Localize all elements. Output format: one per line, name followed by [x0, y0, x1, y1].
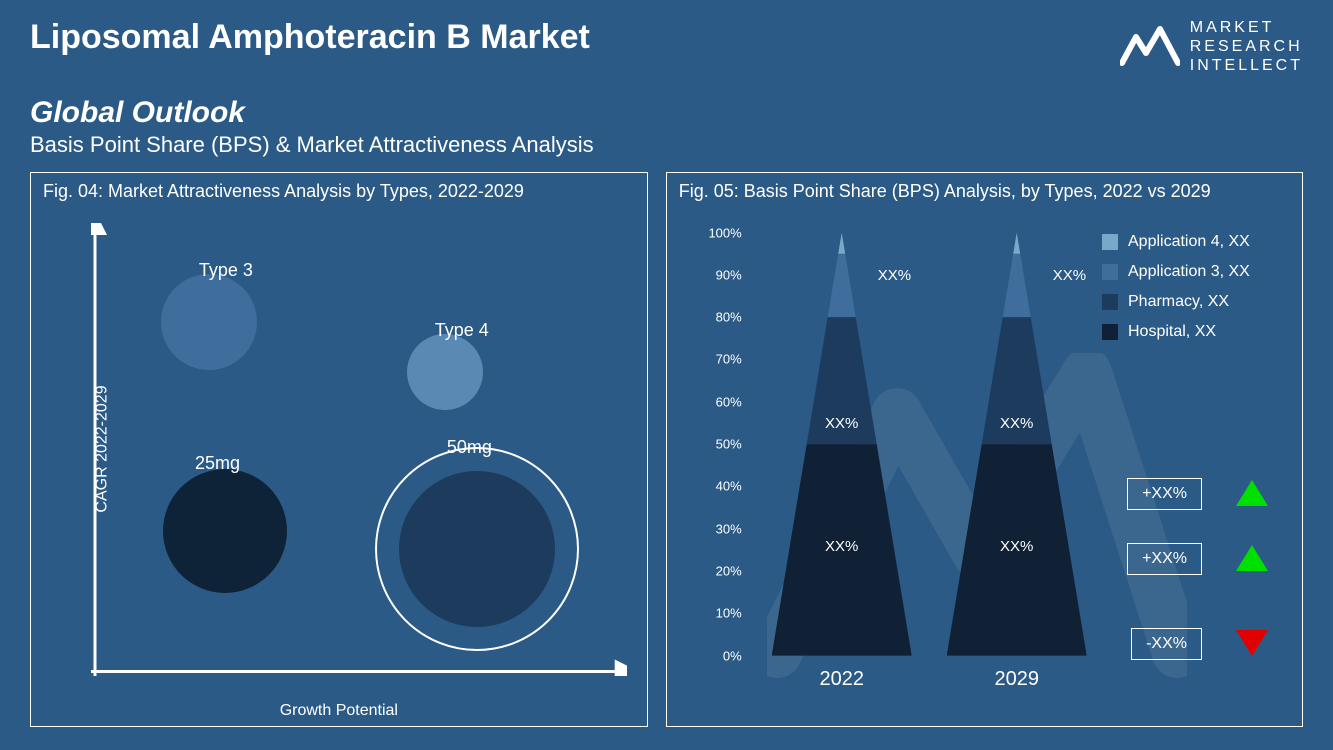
left-x-axis-label: Growth Potential: [280, 702, 398, 720]
logo-line2: RESEARCH: [1190, 37, 1303, 56]
cone-value-label: XX%: [825, 538, 858, 555]
legend: Application 4, XX Application 3, XX Pharma…: [1102, 233, 1282, 353]
y-tick-label: 30%: [697, 521, 742, 536]
attractiveness-chart-panel: Fig. 04: Market Attractiveness Analysis …: [30, 172, 648, 727]
y-tick-label: 0%: [697, 648, 742, 663]
logo-peaks-icon: [1120, 23, 1180, 71]
legend-label: Pharmacy, XX: [1128, 293, 1229, 311]
bubble-point: [161, 274, 257, 370]
triangle-down-icon: [1236, 630, 1268, 656]
legend-swatch: [1102, 264, 1118, 280]
cone-value-label: XX%: [1000, 415, 1033, 432]
bubble-label: 25mg: [195, 453, 240, 474]
logo-line1: MARKET: [1190, 18, 1303, 37]
y-tick-label: 90%: [697, 267, 742, 282]
legend-item: Application 4, XX: [1102, 233, 1282, 251]
legend-label: Application 3, XX: [1128, 263, 1250, 281]
left-chart-title: Fig. 04: Market Attractiveness Analysis …: [31, 173, 647, 210]
bubble-point: [399, 471, 555, 627]
y-tick-label: 80%: [697, 310, 742, 325]
y-tick-label: 100%: [697, 225, 742, 240]
change-badge: +XX%: [1127, 478, 1202, 510]
bubble-plot-area: Type 3 Type 4 25mg 50mg: [91, 223, 627, 676]
subtitle-main: Global Outlook: [30, 96, 1303, 130]
change-badge: -XX%: [1131, 628, 1202, 660]
y-tick-label: 10%: [697, 606, 742, 621]
legend-item: Application 3, XX: [1102, 263, 1282, 281]
subtitle-secondary: Basis Point Share (BPS) & Market Attract…: [30, 132, 1303, 158]
bubble-point: [163, 469, 287, 593]
legend-label: Application 4, XX: [1128, 233, 1250, 251]
bps-chart-panel: Fig. 05: Basis Point Share (BPS) Analysi…: [666, 172, 1303, 727]
logo-line3: INTELLECT: [1190, 56, 1303, 75]
brand-logo: MARKET RESEARCH INTELLECT: [1120, 18, 1303, 76]
bubble-label: Type 3: [199, 260, 253, 281]
cone: XX% XX% XX%: [772, 233, 912, 656]
x-category-label: 2029: [994, 668, 1039, 691]
legend-swatch: [1102, 294, 1118, 310]
legend-swatch: [1102, 234, 1118, 250]
bubble-label: 50mg: [447, 437, 492, 458]
legend-label: Hospital, XX: [1128, 323, 1216, 341]
cone-plot-area: 0%10%20%30%40%50%60%70%80%90%100%XX%XX%X…: [697, 223, 1117, 696]
legend-item: Pharmacy, XX: [1102, 293, 1282, 311]
y-tick-label: 70%: [697, 352, 742, 367]
y-tick-label: 20%: [697, 563, 742, 578]
cone-value-label: XX%: [1053, 267, 1086, 284]
cone: XX% XX% XX%: [947, 233, 1087, 656]
cone-value-label: XX%: [825, 415, 858, 432]
y-tick-label: 50%: [697, 437, 742, 452]
bubble-label: Type 4: [435, 320, 489, 341]
change-badge: +XX%: [1127, 543, 1202, 575]
y-tick-label: 40%: [697, 479, 742, 494]
page-title: Liposomal Amphoteracin B Market: [30, 18, 590, 57]
triangle-up-icon: [1236, 545, 1268, 571]
bubble-point: [407, 334, 483, 410]
legend-swatch: [1102, 324, 1118, 340]
right-chart-title: Fig. 05: Basis Point Share (BPS) Analysi…: [667, 173, 1302, 210]
cone-value-label: XX%: [1000, 538, 1033, 555]
triangle-up-icon: [1236, 480, 1268, 506]
x-category-label: 2022: [819, 668, 864, 691]
y-tick-label: 60%: [697, 394, 742, 409]
cone-value-label: XX%: [878, 267, 911, 284]
legend-item: Hospital, XX: [1102, 323, 1282, 341]
